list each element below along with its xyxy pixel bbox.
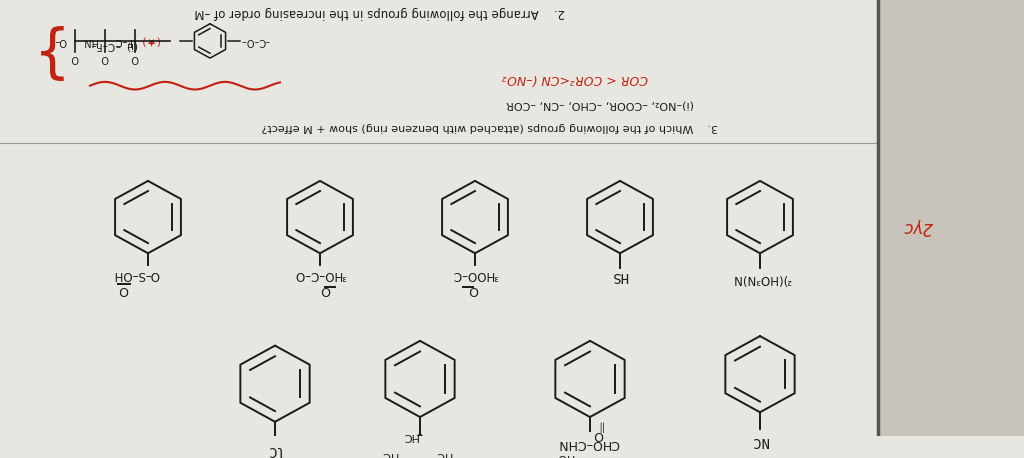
Text: O: O: [118, 283, 128, 296]
Text: ³HO: ³HO: [557, 452, 579, 458]
Text: ³HO–C–O: ³HO–C–O: [294, 268, 346, 281]
Text: ³HC: ³HC: [435, 450, 457, 458]
Text: O: O: [468, 283, 478, 296]
Text: (i)  –C–F–: (i) –C–F–: [92, 41, 138, 51]
Text: ³HC: ³HC: [382, 450, 402, 458]
Text: HC: HC: [401, 431, 418, 441]
Text: O: O: [321, 283, 330, 296]
Text: O: O: [101, 53, 109, 63]
Text: CHO–CHN: CHO–CHN: [557, 437, 618, 450]
Text: 3.    Which of the following groups (attached with benzene ring) show + M effect: 3. Which of the following groups (attach…: [262, 122, 718, 131]
Text: O–S–OH: O–S–OH: [113, 268, 159, 281]
Text: ||: ||: [597, 421, 603, 432]
Text: 2.    Arrange the following groups in the increasing order of –M: 2. Arrange the following groups in the i…: [195, 6, 565, 19]
Text: ²)(HO³N)N: ²)(HO³N)N: [732, 272, 792, 284]
Text: NC: NC: [752, 434, 768, 448]
Text: F–C: F–C: [114, 36, 131, 46]
Text: COR < COR²<CN (–NO₂: COR < COR²<CN (–NO₂: [502, 71, 648, 85]
Text: O–: O–: [53, 36, 67, 46]
Text: lC: lC: [266, 443, 284, 458]
Text: HN: HN: [83, 36, 97, 46]
Text: (★): (★): [140, 36, 160, 46]
Text: }: }: [19, 22, 56, 79]
Text: HS: HS: [611, 269, 629, 283]
Text: 2γc: 2γc: [903, 218, 933, 235]
Text: O: O: [131, 53, 139, 63]
Text: –C–O–: –C–O–: [241, 36, 269, 46]
Text: ³HOO–C: ³HOO–C: [452, 268, 498, 281]
Bar: [878, 0, 1024, 436]
Text: O: O: [72, 53, 79, 63]
Text: (i)–NO₂, –COOR, –CHO, –CN, –COR: (i)–NO₂, –COOR, –CHO, –CN, –COR: [506, 100, 694, 110]
Text: O: O: [593, 428, 603, 441]
